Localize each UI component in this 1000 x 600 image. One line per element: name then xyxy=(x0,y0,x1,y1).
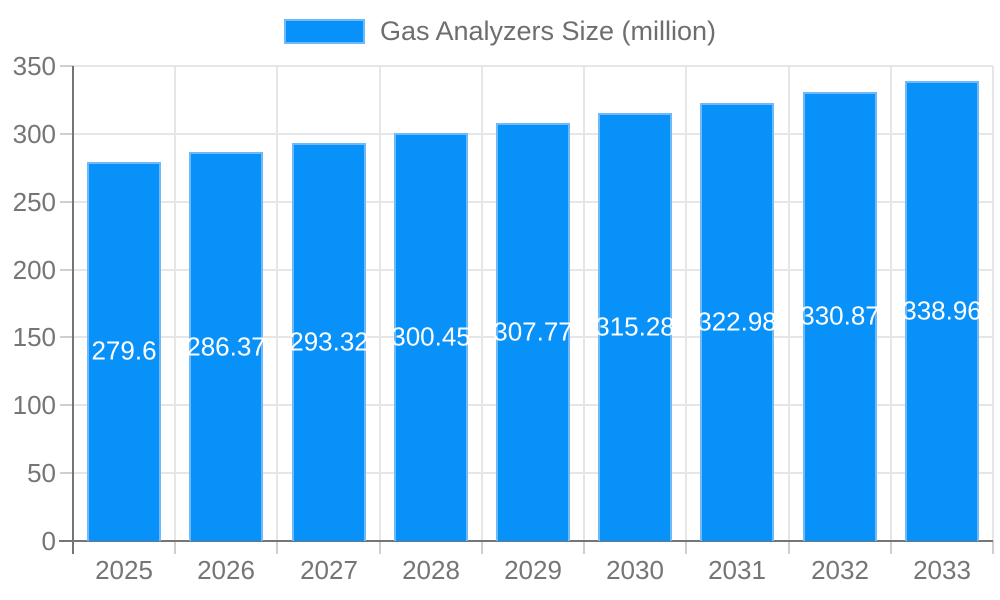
y-tick xyxy=(60,65,73,67)
x-gridline xyxy=(788,66,790,541)
bar[interactable] xyxy=(292,143,366,541)
bar[interactable] xyxy=(87,162,161,541)
x-tick-label: 2029 xyxy=(504,555,562,585)
x-tick xyxy=(992,541,994,554)
x-gridline xyxy=(992,66,994,541)
bar[interactable] xyxy=(598,113,672,541)
x-gridline xyxy=(890,66,892,541)
x-tick xyxy=(276,541,278,554)
y-tick-label: 300 xyxy=(12,119,56,149)
bar[interactable] xyxy=(700,103,774,541)
y-tick-label: 350 xyxy=(12,51,56,81)
y-tick-label: 200 xyxy=(12,255,56,285)
bar[interactable] xyxy=(189,152,263,541)
bar-value-label: 307.77 xyxy=(493,316,573,347)
y-tick-label: 100 xyxy=(12,390,56,420)
x-tick xyxy=(174,541,176,554)
y-tick-label: 50 xyxy=(27,458,56,488)
bar[interactable] xyxy=(905,81,979,541)
y-axis-line xyxy=(72,66,74,554)
y-tick-label: 250 xyxy=(12,187,56,217)
bar-value-label: 315.28 xyxy=(595,311,675,342)
legend[interactable]: Gas Analyzers Size (million) xyxy=(0,16,1000,47)
x-gridline xyxy=(276,66,278,541)
y-tick-label: 150 xyxy=(12,322,56,352)
x-tick xyxy=(788,541,790,554)
x-tick xyxy=(583,541,585,554)
x-gridline xyxy=(174,66,176,541)
x-tick xyxy=(890,541,892,554)
bar[interactable] xyxy=(803,92,877,541)
x-tick-label: 2026 xyxy=(197,555,255,585)
x-gridline xyxy=(481,66,483,541)
bar-value-label: 293.32 xyxy=(289,326,369,357)
x-tick-label: 2032 xyxy=(811,555,869,585)
x-axis-line xyxy=(59,540,993,542)
x-tick-label: 2031 xyxy=(708,555,766,585)
x-gridline xyxy=(685,66,687,541)
y-tick xyxy=(60,201,73,203)
y-tick-label: 0 xyxy=(41,526,56,556)
bar-value-label: 300.45 xyxy=(391,321,471,352)
x-tick-label: 2027 xyxy=(300,555,358,585)
x-tick xyxy=(481,541,483,554)
bar[interactable] xyxy=(496,123,570,541)
x-gridline xyxy=(583,66,585,541)
x-tick-label: 2028 xyxy=(402,555,460,585)
y-tick xyxy=(60,269,73,271)
y-gridline xyxy=(73,65,993,67)
y-tick xyxy=(60,404,73,406)
x-tick-label: 2025 xyxy=(95,555,153,585)
bar-value-label: 279.6 xyxy=(91,335,157,366)
x-tick-label: 2030 xyxy=(606,555,664,585)
bar-value-label: 286.37 xyxy=(186,331,266,362)
bar-value-label: 330.87 xyxy=(800,300,880,331)
bar[interactable] xyxy=(394,133,468,541)
x-tick xyxy=(685,541,687,554)
y-tick xyxy=(60,472,73,474)
legend-swatch xyxy=(283,19,365,44)
bar-value-label: 322.98 xyxy=(697,306,777,337)
y-tick xyxy=(60,133,73,135)
x-tick-label: 2033 xyxy=(913,555,971,585)
legend-label: Gas Analyzers Size (million) xyxy=(379,16,717,46)
x-tick xyxy=(379,541,381,554)
x-gridline xyxy=(379,66,381,541)
bar-value-label: 338.96 xyxy=(902,295,982,326)
y-tick xyxy=(60,336,73,338)
